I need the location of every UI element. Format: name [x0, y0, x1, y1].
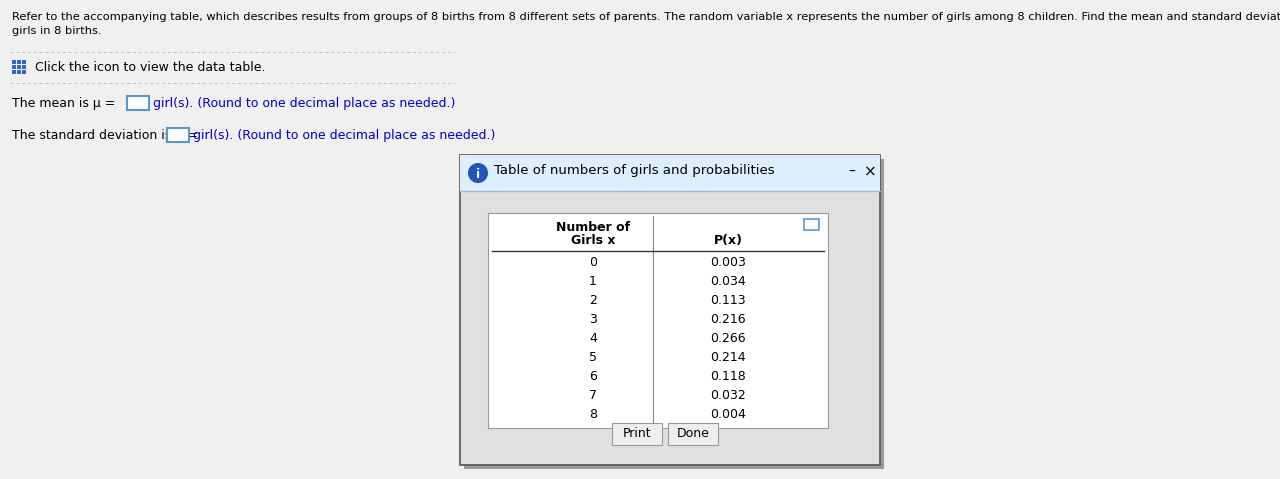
Text: The standard deviation is σ =: The standard deviation is σ = [12, 129, 198, 142]
Bar [17, 65, 20, 68]
Bar [17, 70, 20, 73]
Text: 4: 4 [589, 332, 596, 345]
Text: 5: 5 [589, 351, 596, 364]
Bar [612, 423, 662, 445]
Bar [668, 423, 718, 445]
Text: 0.004: 0.004 [710, 408, 746, 421]
Bar [804, 219, 819, 230]
Bar [166, 128, 189, 142]
Bar [460, 155, 881, 465]
Text: –: – [849, 165, 855, 179]
Text: Number of: Number of [556, 221, 630, 234]
Text: girl(s). (Round to one decimal place as needed.): girl(s). (Round to one decimal place as … [193, 129, 495, 142]
Text: Refer to the accompanying table, which describes results from groups of 8 births: Refer to the accompanying table, which d… [12, 12, 1280, 36]
Text: Click the icon to view the data table.: Click the icon to view the data table. [35, 61, 265, 74]
Text: Girls x: Girls x [571, 234, 616, 247]
Bar [12, 60, 15, 64]
Bar [22, 70, 26, 73]
Text: 0.113: 0.113 [710, 294, 746, 307]
Text: 1: 1 [589, 275, 596, 288]
Bar [12, 70, 15, 73]
Text: 0.032: 0.032 [710, 389, 746, 402]
Text: i: i [476, 168, 480, 181]
Text: 0.118: 0.118 [710, 370, 746, 383]
Bar [22, 65, 26, 68]
Text: 8: 8 [589, 408, 596, 421]
Text: Table of numbers of girls and probabilities: Table of numbers of girls and probabilit… [494, 164, 774, 177]
Text: 2: 2 [589, 294, 596, 307]
Text: 0.003: 0.003 [710, 256, 746, 269]
Text: 0: 0 [589, 256, 596, 269]
Circle shape [468, 163, 488, 183]
Text: Done: Done [677, 427, 709, 440]
Text: girl(s). (Round to one decimal place as needed.): girl(s). (Round to one decimal place as … [154, 97, 456, 110]
Bar [22, 60, 26, 64]
Text: 0.034: 0.034 [710, 275, 746, 288]
Bar [17, 60, 20, 64]
Bar [12, 65, 15, 68]
Text: 3: 3 [589, 313, 596, 326]
Bar [465, 159, 884, 469]
Bar [127, 96, 148, 110]
Text: The mean is μ =: The mean is μ = [12, 97, 115, 110]
Text: 6: 6 [589, 370, 596, 383]
Bar [488, 213, 828, 428]
Text: 0.216: 0.216 [710, 313, 746, 326]
Text: Print: Print [622, 427, 652, 440]
Bar [460, 155, 881, 191]
Text: 0.266: 0.266 [710, 332, 746, 345]
Text: P(x): P(x) [713, 234, 742, 247]
Text: 0.214: 0.214 [710, 351, 746, 364]
Text: 7: 7 [589, 389, 596, 402]
Text: ×: × [864, 164, 877, 179]
